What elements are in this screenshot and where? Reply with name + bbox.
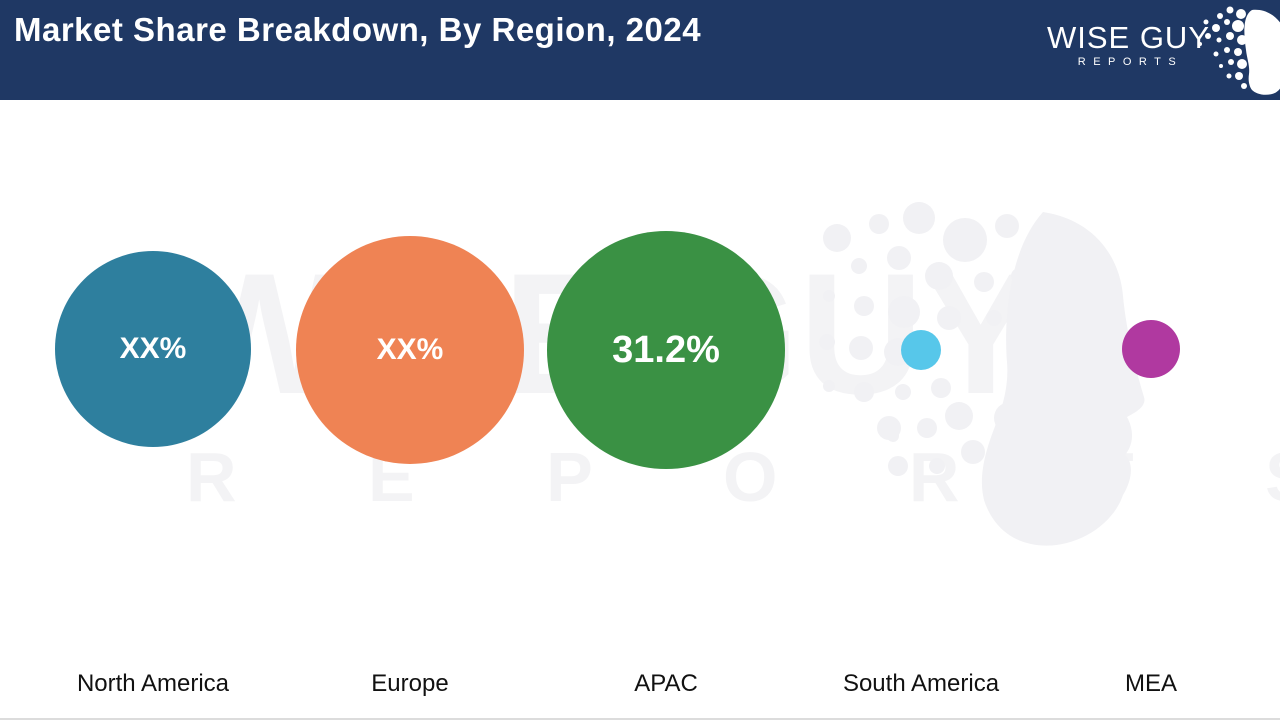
bubble-north-america[interactable]: XX% xyxy=(55,251,251,447)
logo-subtitle: REPORTS xyxy=(1077,56,1184,68)
category-label-europe: Europe xyxy=(371,670,449,697)
bubble-value-label: XX% xyxy=(119,332,187,365)
header-bar: Market Share Breakdown, By Region, 2024 … xyxy=(0,0,1280,100)
logo-wordmark: WISE GUY xyxy=(1046,20,1210,55)
chart-area: WISE GUY R E P O R T S XX% XX% 31.2% Nor… xyxy=(0,100,1280,720)
wise-guy-logo: WISE GUY REPORTS xyxy=(1030,0,1280,100)
bubble-europe[interactable]: XX% xyxy=(296,236,524,464)
bubble-apac[interactable]: 31.2% xyxy=(547,231,785,469)
category-label-mea: MEA xyxy=(1124,670,1177,697)
category-label-north-america: North America xyxy=(76,670,230,697)
category-label-south-america: South America xyxy=(842,670,1000,697)
bubble-south-america[interactable] xyxy=(901,330,941,370)
bubble-mea[interactable] xyxy=(1122,320,1180,378)
logo-text: WISE GUY REPORTS xyxy=(1047,22,1210,68)
watermark-head-icon xyxy=(819,202,1145,546)
bubble-value-label: XX% xyxy=(376,333,444,366)
head-silhouette-icon xyxy=(1198,6,1280,95)
page-title: Market Share Breakdown, By Region, 2024 xyxy=(14,11,702,48)
category-label-apac: APAC xyxy=(634,670,698,697)
bubble-value-label: 31.2% xyxy=(612,328,720,371)
